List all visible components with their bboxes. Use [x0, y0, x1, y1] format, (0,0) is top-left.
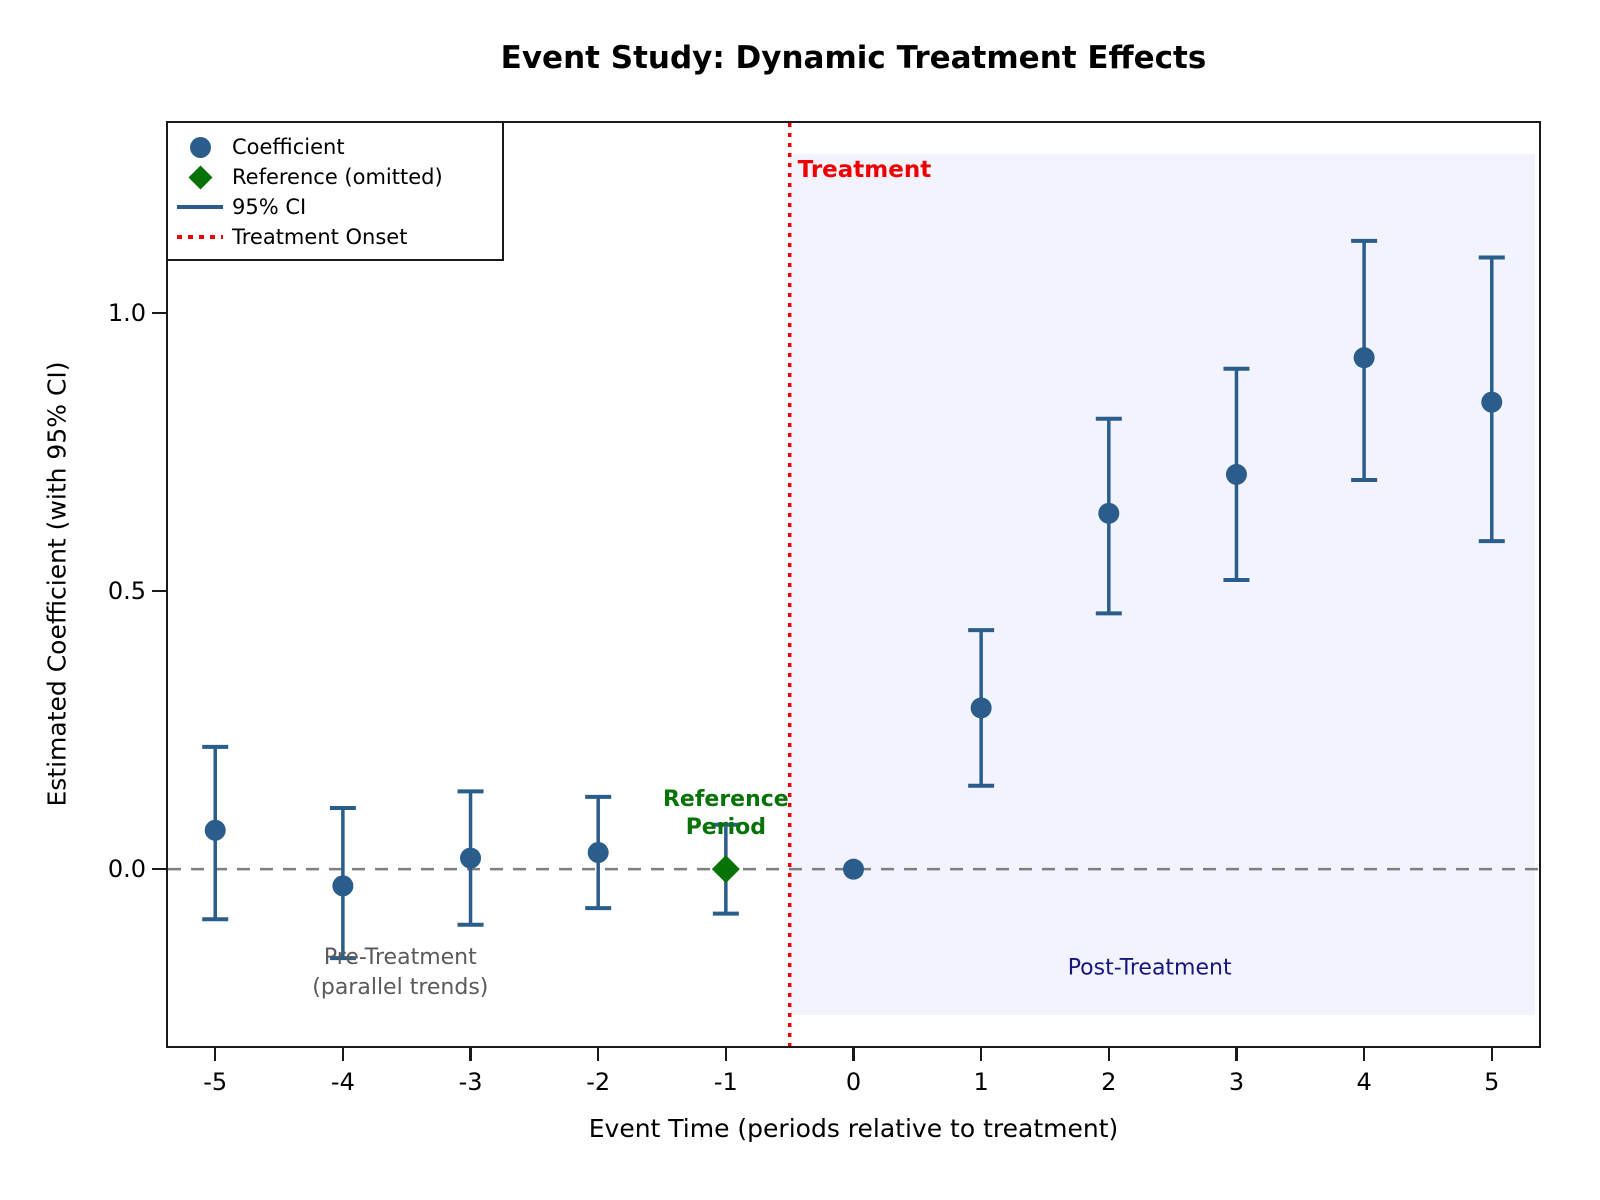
- x-tick-label: 5: [1484, 1068, 1500, 1096]
- plot-marks: [168, 123, 1539, 1046]
- coefficient-point: [204, 819, 226, 841]
- y-tick: [152, 867, 166, 871]
- reference-diamond-icon: [187, 164, 213, 190]
- x-tick: [724, 1048, 728, 1061]
- plot-area: Treatment Reference Period Pre-Treatment…: [166, 121, 1541, 1048]
- x-tick-label: 3: [1228, 1068, 1245, 1096]
- x-tick: [1235, 1048, 1238, 1061]
- legend-item-reference: Reference (omitted): [168, 162, 502, 192]
- post-annotation-text: Post-Treatment: [1067, 955, 1232, 981]
- coefficient-point: [1225, 463, 1247, 485]
- coefficient-point: [1353, 347, 1375, 369]
- x-tick: [979, 1048, 983, 1061]
- chart-title: Event Study: Dynamic Treatment Effects: [500, 40, 1207, 76]
- x-tick: [1107, 1048, 1111, 1061]
- x-tick-label: 4: [1356, 1068, 1372, 1096]
- x-tick-label: -4: [330, 1068, 355, 1096]
- reference-annotation-line1: Reference: [662, 786, 789, 812]
- x-tick: [1362, 1048, 1366, 1061]
- post-treatment-region: [789, 154, 1535, 1015]
- coefficient-circle-icon: [189, 136, 211, 158]
- post-treatment-annotation: Post-Treatment: [1068, 956, 1232, 981]
- pre-annotation-line1: Pre-Treatment: [323, 945, 477, 971]
- treatment-annotation: Treatment: [798, 157, 932, 183]
- treatment-annotation-text: Treatment: [797, 157, 932, 184]
- coefficient-point: [332, 875, 354, 897]
- coefficient-point: [970, 697, 992, 719]
- x-tick-label: -3: [458, 1068, 483, 1096]
- legend-item-coefficient: Coefficient: [168, 132, 502, 162]
- coefficient-point: [1481, 391, 1503, 413]
- reference-annotation-line2: Period: [685, 814, 766, 840]
- x-tick: [469, 1048, 472, 1061]
- legend-item-ci: 95% CI: [168, 192, 502, 222]
- legend-label: Reference (omitted): [232, 165, 443, 189]
- y-tick-label: 0.0: [107, 855, 146, 884]
- ci-line-icon: [177, 205, 223, 209]
- reference-diamond-point: [711, 855, 740, 884]
- x-tick-label: -2: [586, 1068, 611, 1096]
- coefficient-point: [843, 858, 864, 880]
- x-tick: [1490, 1048, 1494, 1061]
- legend: Coefficient Reference (omitted) 95% CI T…: [166, 121, 504, 261]
- dotted-line-icon: [177, 235, 223, 239]
- x-tick: [341, 1048, 345, 1061]
- x-tick: [213, 1048, 217, 1061]
- x-tick: [596, 1048, 600, 1061]
- coefficient-point: [460, 847, 482, 869]
- x-tick-label: -5: [203, 1068, 228, 1096]
- legend-item-onset: Treatment Onset: [168, 222, 502, 252]
- coefficient-point: [587, 842, 609, 864]
- x-tick-label: -1: [713, 1068, 738, 1096]
- x-tick-label: 2: [1101, 1068, 1117, 1096]
- x-tick-label: 1: [973, 1068, 989, 1096]
- coefficient-point: [1098, 502, 1120, 524]
- legend-label: Coefficient: [232, 135, 345, 159]
- y-tick-label: 0.5: [107, 577, 146, 606]
- x-axis-label: Event Time (periods relative to treatmen…: [588, 1114, 1119, 1143]
- y-tick: [152, 311, 166, 315]
- y-tick: [152, 589, 166, 593]
- x-tick: [852, 1048, 855, 1061]
- legend-label: 95% CI: [232, 195, 307, 219]
- legend-label: Treatment Onset: [232, 225, 408, 249]
- pre-annotation-line2: (parallel trends): [312, 975, 489, 1001]
- y-tick-label: 1.0: [107, 299, 146, 328]
- x-tick-label: 0: [845, 1068, 862, 1096]
- reference-period-annotation: Reference Period: [663, 786, 789, 842]
- pre-treatment-annotation: Pre-Treatment (parallel trends): [312, 943, 488, 1003]
